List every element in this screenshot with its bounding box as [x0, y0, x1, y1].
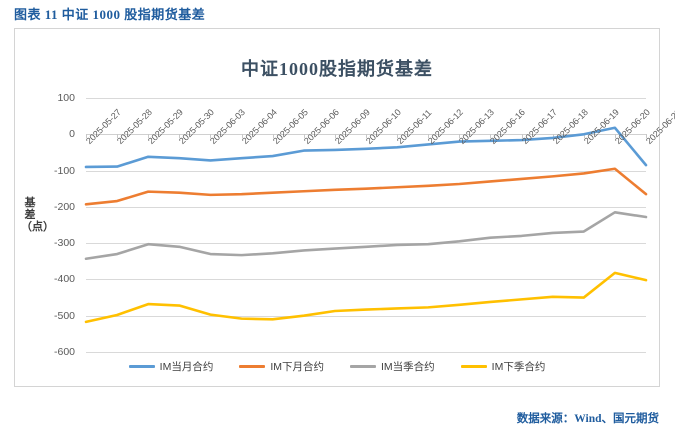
x-axis-tick	[583, 134, 585, 139]
source-note: 数据来源：Wind、国元期货	[516, 413, 659, 425]
x-axis-tick	[86, 134, 87, 139]
legend-item[interactable]: IM当月合约	[128, 359, 214, 374]
chart-legend: IM当月合约 IM下月合约 IM当季合约 IM下季合约	[15, 359, 659, 374]
x-axis-tick	[490, 134, 492, 139]
x-axis-tick	[428, 134, 430, 139]
y-axis-tick-label: -400	[53, 273, 75, 286]
legend-swatch	[460, 365, 487, 368]
gridline	[86, 170, 646, 172]
legend-item[interactable]: IM下季合约	[460, 359, 546, 374]
series-line	[84, 211, 648, 261]
x-axis-tick	[521, 134, 523, 139]
y-axis-tick-label: -100	[53, 164, 75, 177]
gridline	[86, 98, 646, 99]
x-axis-tick	[241, 134, 243, 139]
x-axis-tick	[334, 134, 336, 139]
series-line	[84, 167, 648, 206]
y-axis-tick-label: -200	[53, 200, 75, 213]
legend-swatch	[350, 365, 376, 368]
gridline	[86, 206, 646, 208]
legend-item[interactable]: IM当季合约	[350, 359, 435, 374]
x-axis-tick	[552, 134, 554, 139]
x-axis-tick	[397, 134, 399, 139]
x-axis-tick	[210, 134, 212, 139]
x-axis-tick	[614, 134, 616, 139]
legend-item[interactable]: IM下月合约	[239, 359, 324, 374]
gridline	[86, 243, 646, 245]
x-axis-tick	[117, 134, 119, 139]
y-axis-tick-label: 100	[57, 92, 75, 104]
x-axis-tick	[179, 134, 181, 139]
legend-label: IM当月合约	[159, 361, 214, 373]
legend-swatch	[128, 365, 155, 368]
x-axis-tick	[272, 134, 274, 139]
x-axis-tick	[646, 134, 647, 139]
legend-label: IM下月合约	[270, 361, 324, 373]
legend-label: IM当季合约	[381, 361, 435, 373]
legend-label: IM下季合约	[491, 361, 546, 373]
x-axis-ticks	[86, 134, 647, 139]
gridline	[86, 352, 646, 353]
chart-container: 中证1000股指期货基差 基差（点） 100 0 -100 -200 -300 -400-…	[14, 28, 675, 387]
series-lines	[84, 126, 648, 324]
y-axis-tick-label: -600	[53, 346, 75, 358]
series-line	[84, 126, 648, 169]
plot-area	[84, 98, 648, 353]
series-line	[84, 271, 648, 324]
gridline	[86, 315, 646, 317]
x-axis-tick	[148, 134, 150, 139]
y-axis-tick-label: -500	[53, 309, 75, 322]
chart-title: 中证1000股指期货基差	[241, 59, 433, 79]
y-axis-tick-labels: 100 0 -100 -200 -300 -400 -500 -600	[15, 92, 81, 358]
y-axis-tick-label: -300	[53, 237, 75, 250]
y-axis-tick-label: 0	[69, 128, 75, 141]
legend-swatch	[239, 365, 266, 368]
x-axis-tick	[303, 134, 305, 139]
x-axis-tick	[366, 134, 367, 139]
figure-caption: 图表 11 中证 1000 股指期货基差	[14, 7, 206, 22]
gridline	[86, 279, 646, 281]
x-axis-tick	[459, 134, 461, 139]
